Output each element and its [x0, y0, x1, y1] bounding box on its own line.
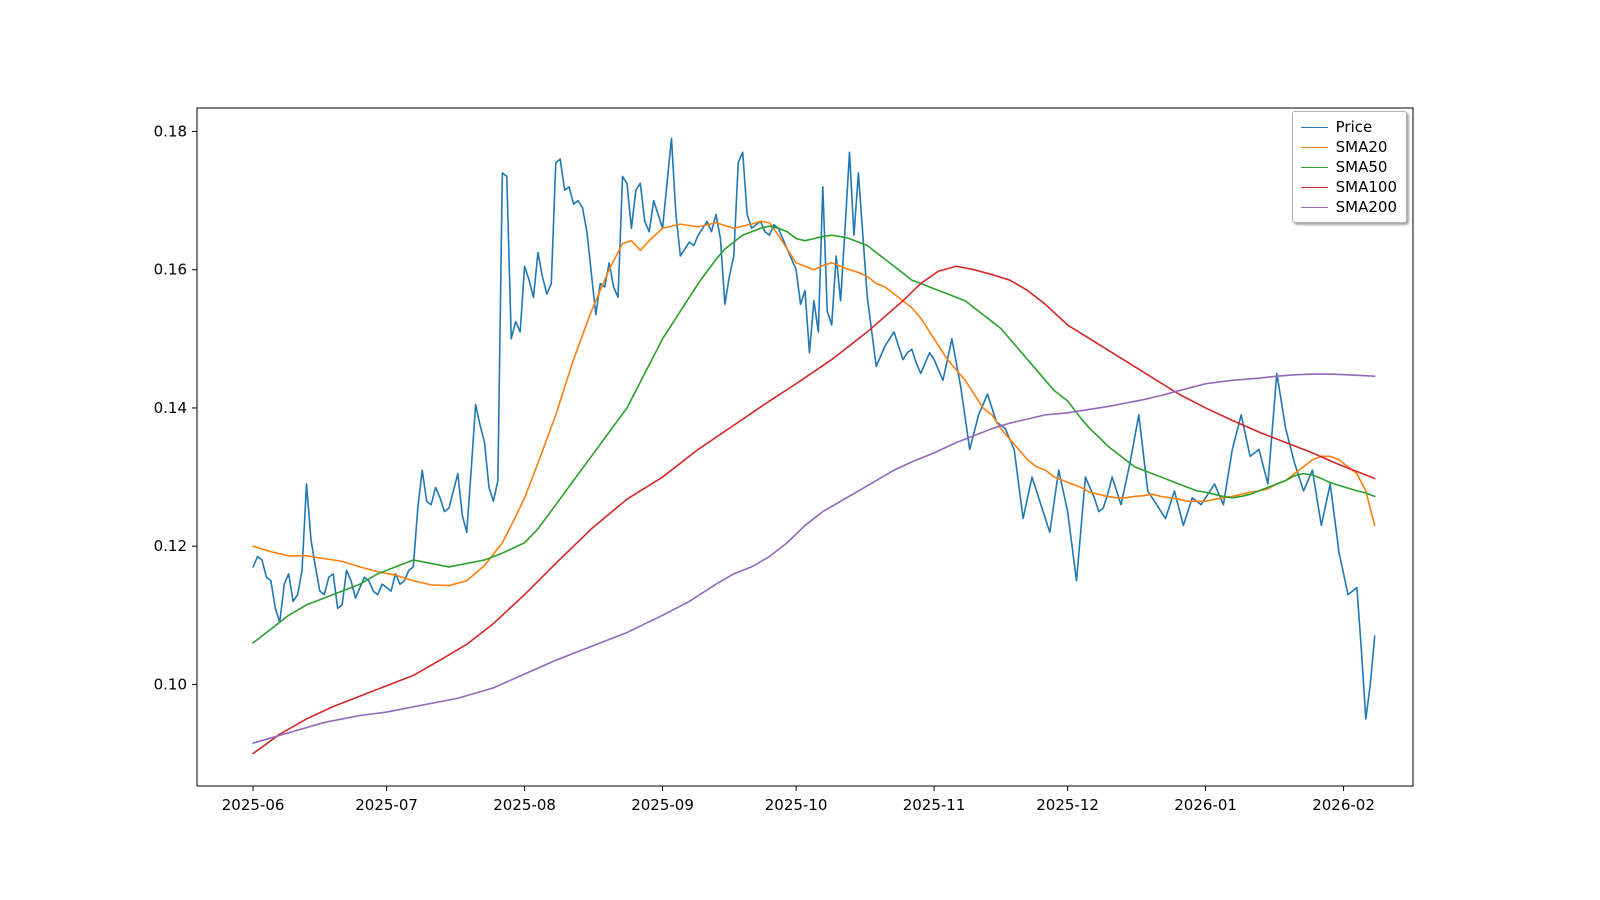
x-tick-label: 2026-01: [1174, 796, 1237, 814]
legend-item-sma50: SMA50: [1300, 157, 1397, 177]
sma20-line: [252, 220, 1376, 587]
x-tick-label: 2025-07: [355, 796, 418, 814]
legend-item-sma200: SMA200: [1300, 197, 1397, 217]
y-tick-label: 0.14: [154, 399, 187, 417]
legend-line-sample: [1300, 126, 1328, 128]
x-tick-label: 2025-11: [903, 796, 966, 814]
y-tick-label: 0.16: [154, 261, 187, 279]
legend-item-sma100: SMA100: [1300, 177, 1397, 197]
x-tick-label: 2025-06: [222, 796, 285, 814]
y-tick-label: 0.18: [154, 122, 187, 140]
price-line: [252, 137, 1376, 720]
legend-label: SMA20: [1335, 138, 1388, 156]
x-tick-label: 2026-02: [1312, 796, 1375, 814]
legend-label: SMA200: [1335, 198, 1397, 216]
x-tick-label: 2025-10: [765, 796, 828, 814]
legend-item-price: Price: [1300, 117, 1397, 137]
legend: Price SMA20 SMA50 SMA100 SMA200: [1291, 111, 1407, 223]
y-tick-label: 0.12: [154, 537, 187, 555]
x-tick-label: 2025-09: [631, 796, 694, 814]
legend-line-sample: [1300, 186, 1328, 188]
legend-line-sample: [1300, 146, 1328, 148]
sma200-line: [252, 373, 1376, 744]
x-tick-label: 2025-12: [1036, 796, 1099, 814]
legend-label: SMA50: [1335, 158, 1388, 176]
sma50-line: [252, 225, 1376, 644]
y-tick-label: 0.10: [154, 675, 187, 693]
legend-line-sample: [1300, 206, 1328, 208]
legend-label: SMA100: [1335, 178, 1397, 196]
axes-spines: [196, 107, 1414, 787]
legend-item-sma20: SMA20: [1300, 137, 1397, 157]
x-tick-label: 2025-08: [493, 796, 556, 814]
legend-label: Price: [1335, 118, 1373, 136]
legend-line-sample: [1300, 166, 1328, 168]
sma100-line: [252, 265, 1376, 755]
